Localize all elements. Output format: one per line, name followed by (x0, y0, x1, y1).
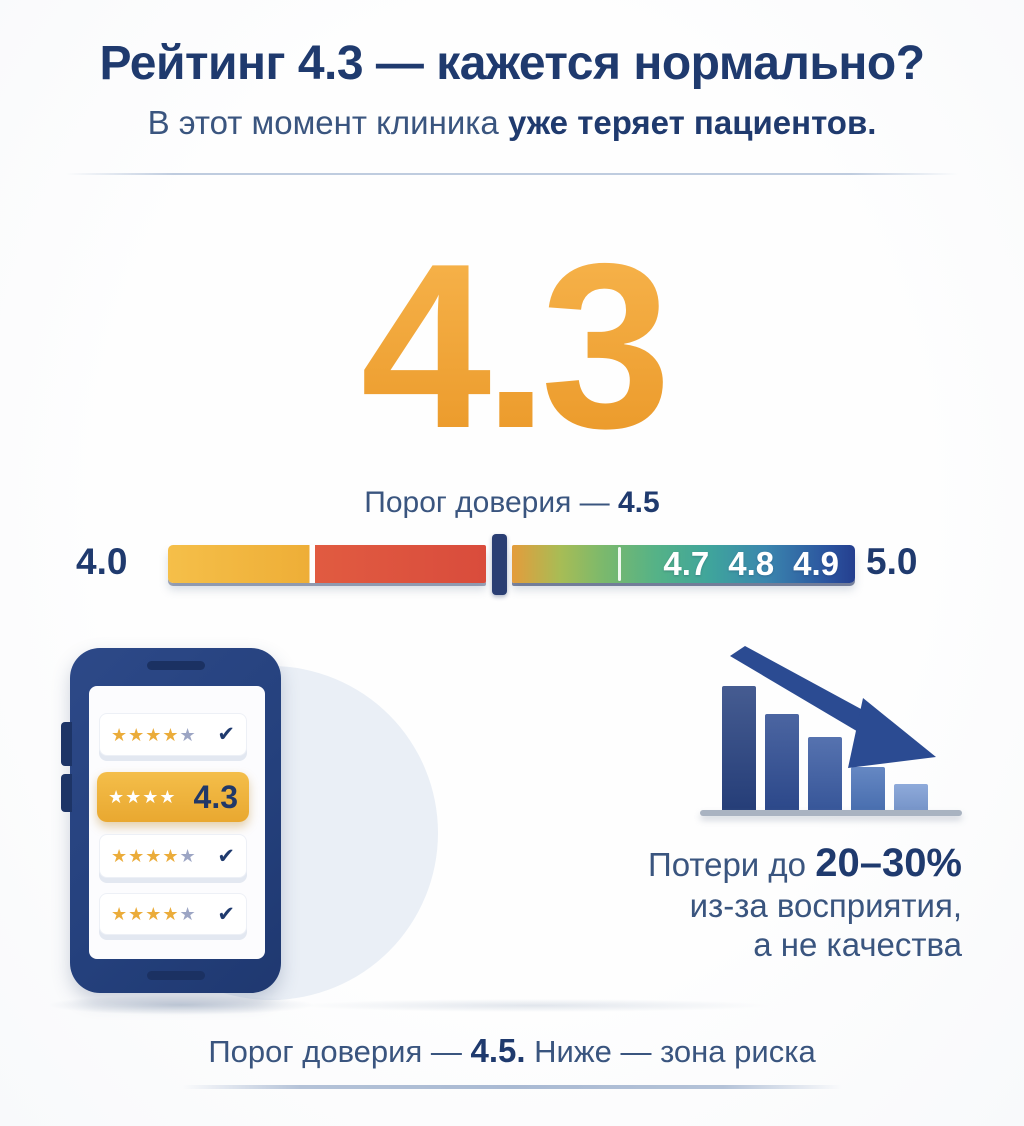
decline-chart (700, 640, 962, 825)
gold-stars: ★★★★ (111, 904, 180, 924)
review-card-highlighted: ★★★★ 4.3 (97, 772, 249, 822)
gauge-tick-label: 4.9 (793, 545, 839, 582)
phone-volume-button (61, 774, 72, 812)
loss-statement: Потери до 20–30% из-за восприятия, а не … (648, 840, 962, 965)
star-rating-icon: ★★★★★ (111, 847, 197, 865)
loss-line2: из-за восприятия, (689, 887, 962, 925)
white-stars-icon: ★★★★ (108, 787, 177, 807)
gauge-tick-label: 4.7 (663, 545, 710, 582)
gray-star: ★ (179, 846, 197, 866)
decline-arrow-icon (730, 646, 936, 768)
phone-illustration: ★★★★★ ✔ ★★★★ 4.3 ★★★★★ ✔ ★★★★★ ✔ (61, 648, 281, 993)
chart-baseline (700, 810, 962, 816)
gold-stars: ★★★★ (111, 724, 180, 745)
threshold-text: Порог доверия — (364, 486, 618, 519)
footer-suffix: Ниже — зона риска (525, 1034, 816, 1069)
review-card: ★★★★★ ✔ (99, 834, 247, 878)
header-divider (66, 173, 958, 175)
highlighted-rating-value: 4.3 (193, 779, 238, 815)
decline-bars (722, 686, 928, 812)
gauge-tick-label: 4.8 (728, 545, 775, 582)
phone-volume-button (61, 722, 72, 766)
decline-bar (851, 767, 885, 812)
footer-divider (182, 1085, 842, 1089)
threshold-value: 4.5 (618, 486, 660, 519)
gray-star: ★ (179, 904, 197, 924)
gauge-tick-labels: 4.7 4.8 4.9 (663, 545, 839, 583)
phone-shadow (48, 995, 314, 1015)
review-card: ★★★★★ ✔ (99, 893, 247, 935)
phone-speaker (146, 661, 205, 670)
phone-home-button (146, 971, 205, 980)
subtitle-bold: уже теряет пациентов. (507, 104, 877, 141)
footer-value: 4.5. (470, 1032, 526, 1069)
gauge-segment-below-threshold (168, 545, 486, 583)
checkmark-icon: ✔ (217, 723, 235, 746)
gauge-max-label: 5.0 (866, 541, 918, 582)
gray-star: ★ (179, 724, 197, 745)
checkmark-icon: ✔ (217, 844, 235, 868)
decline-bar (722, 686, 756, 812)
big-rating-value: 4.3 (0, 228, 1024, 463)
page-title: Рейтинг 4.3 — кажется нормально? (99, 37, 925, 90)
loss-line1: Потери до 20–30% (648, 840, 962, 887)
footer-threshold-note: Порог доверия — 4.5. Ниже — зона риска (0, 1032, 1024, 1070)
checkmark-icon: ✔ (217, 902, 235, 926)
gauge-threshold-marker (492, 534, 507, 595)
review-card: ★★★★★ ✔ (99, 713, 247, 756)
star-rating-icon: ★★★★★ (111, 905, 197, 923)
gauge-segment-above-threshold: 4.7 4.8 4.9 (512, 545, 855, 583)
footer-label: Порог доверия — (208, 1034, 471, 1069)
decline-bar (808, 737, 842, 812)
loss-prefix: Потери до (648, 846, 816, 883)
decline-bar (894, 784, 928, 812)
loss-line3: а не качества (753, 926, 962, 964)
star-rating-icon: ★★★★★ (111, 726, 197, 744)
subtitle: В этот момент клиника уже теряет пациент… (0, 104, 1024, 142)
trust-threshold-label: Порог доверия — 4.5 (0, 486, 1024, 520)
gauge-min-label: 4.0 (76, 541, 128, 582)
ground-shadow (300, 999, 770, 1012)
loss-percent: 20–30% (815, 841, 962, 885)
subtitle-regular: В этот момент клиника (147, 104, 508, 141)
phone-screen: ★★★★★ ✔ ★★★★ 4.3 ★★★★★ ✔ ★★★★★ ✔ (89, 686, 265, 959)
gauge-tick (618, 547, 621, 581)
decline-bar (765, 714, 799, 812)
gold-stars: ★★★★ (111, 846, 180, 866)
